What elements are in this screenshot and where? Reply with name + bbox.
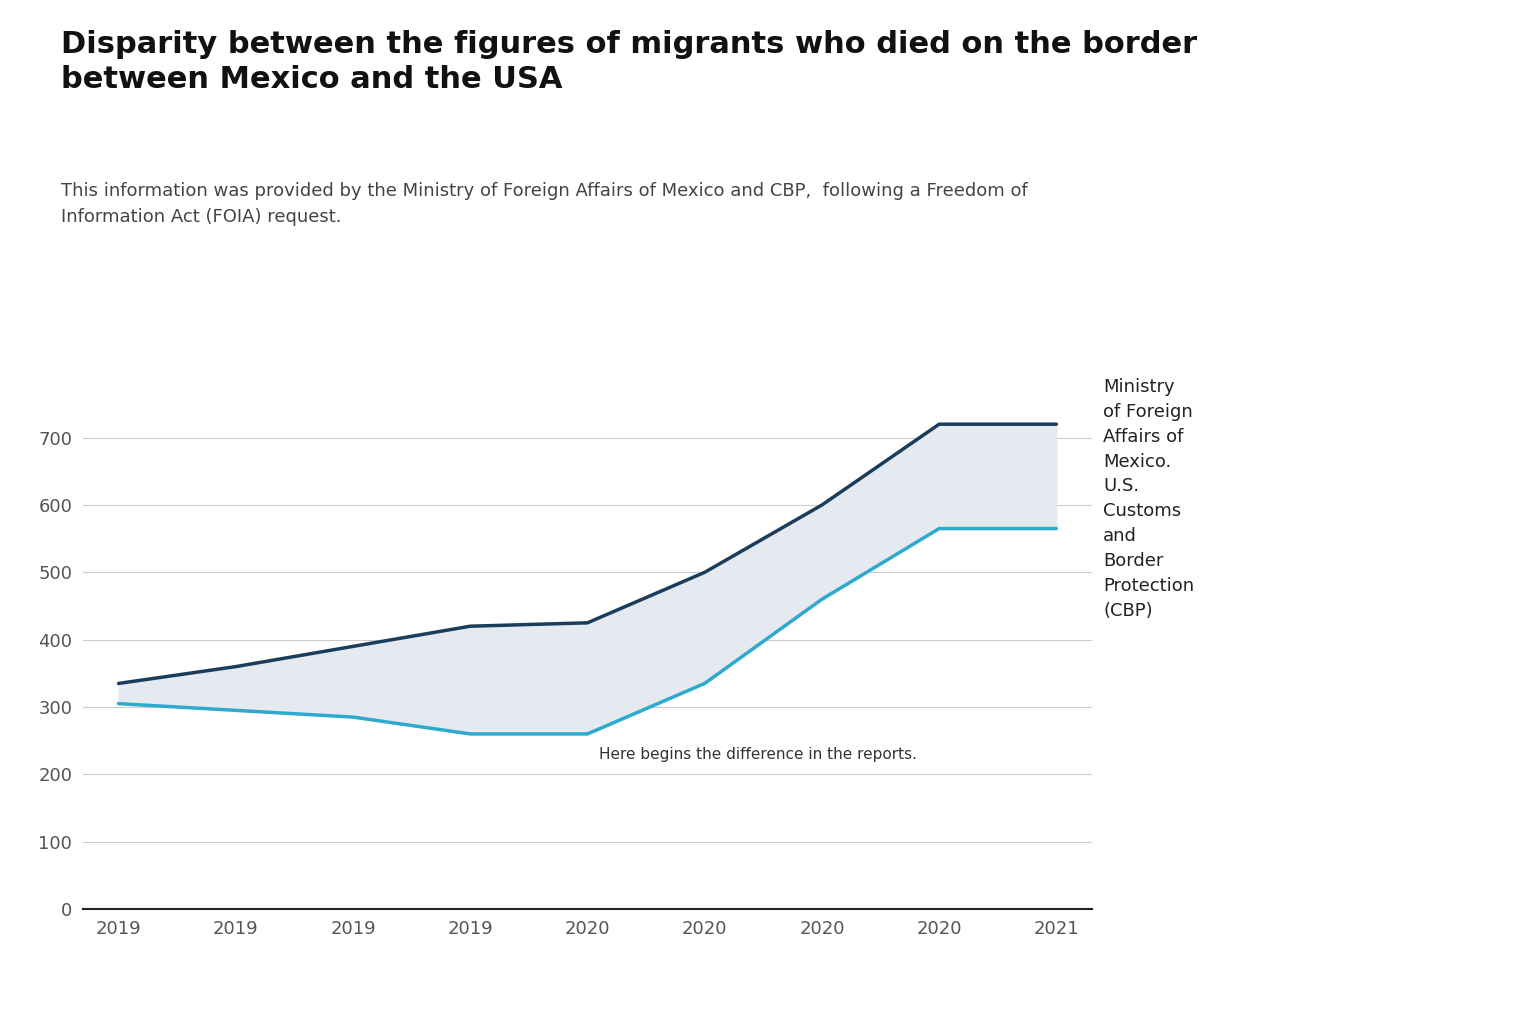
Text: Ministry
of Foreign
Affairs of
Mexico.: Ministry of Foreign Affairs of Mexico. bbox=[1104, 378, 1193, 471]
Text: This information was provided by the Ministry of Foreign Affairs of Mexico and C: This information was provided by the Min… bbox=[61, 182, 1028, 225]
Text: Here begins the difference in the reports.: Here begins the difference in the report… bbox=[599, 747, 917, 763]
Text: Disparity between the figures of migrants who died on the border
between Mexico : Disparity between the figures of migrant… bbox=[61, 30, 1196, 94]
Text: U.S.
Customs
and
Border
Protection
(CBP): U.S. Customs and Border Protection (CBP) bbox=[1104, 478, 1195, 620]
